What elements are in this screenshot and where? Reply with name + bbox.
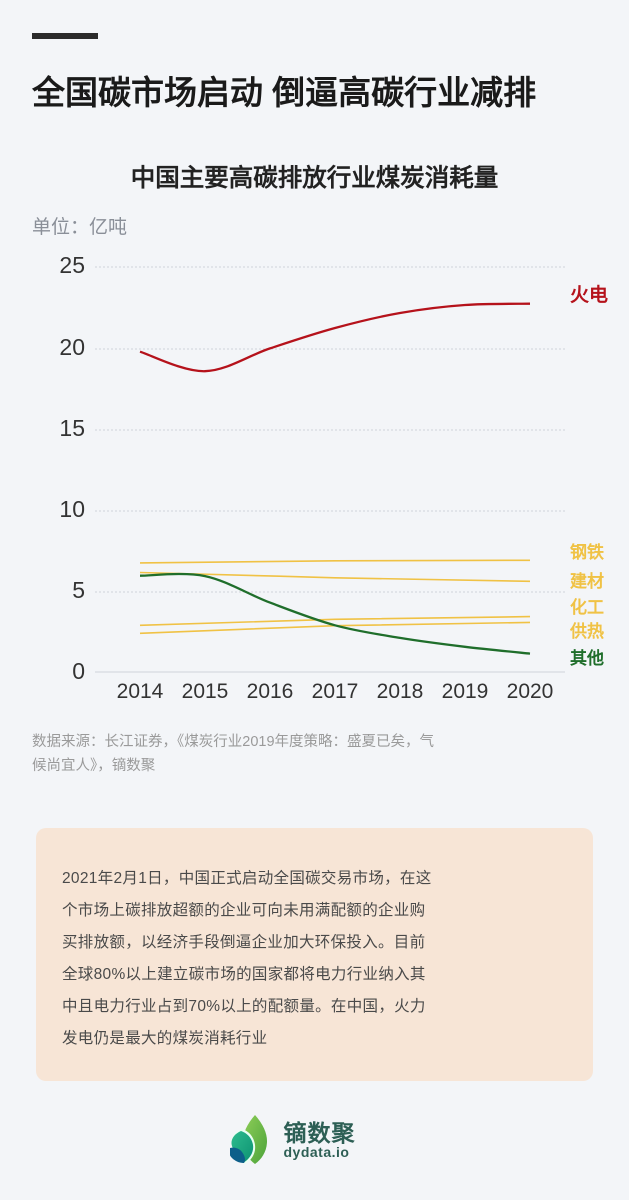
svg-text:2019: 2019 xyxy=(442,680,489,700)
svg-text:建材: 建材 xyxy=(570,571,604,591)
svg-text:10: 10 xyxy=(59,496,85,522)
svg-text:2016: 2016 xyxy=(247,680,294,700)
svg-text:20: 20 xyxy=(59,334,85,360)
svg-text:2018: 2018 xyxy=(377,680,424,700)
svg-text:2020: 2020 xyxy=(507,680,554,700)
svg-text:供热: 供热 xyxy=(569,621,604,641)
svg-text:2014: 2014 xyxy=(117,680,164,700)
svg-text:25: 25 xyxy=(59,252,85,278)
svg-text:2015: 2015 xyxy=(182,680,229,700)
svg-text:化工: 化工 xyxy=(570,597,604,617)
svg-text:钢铁: 钢铁 xyxy=(570,542,604,562)
svg-text:2017: 2017 xyxy=(312,680,359,700)
svg-text:火电: 火电 xyxy=(570,283,608,306)
svg-text:15: 15 xyxy=(59,415,85,441)
svg-text:5: 5 xyxy=(72,577,85,603)
svg-text:0: 0 xyxy=(72,658,85,684)
svg-text:其他: 其他 xyxy=(570,648,604,668)
